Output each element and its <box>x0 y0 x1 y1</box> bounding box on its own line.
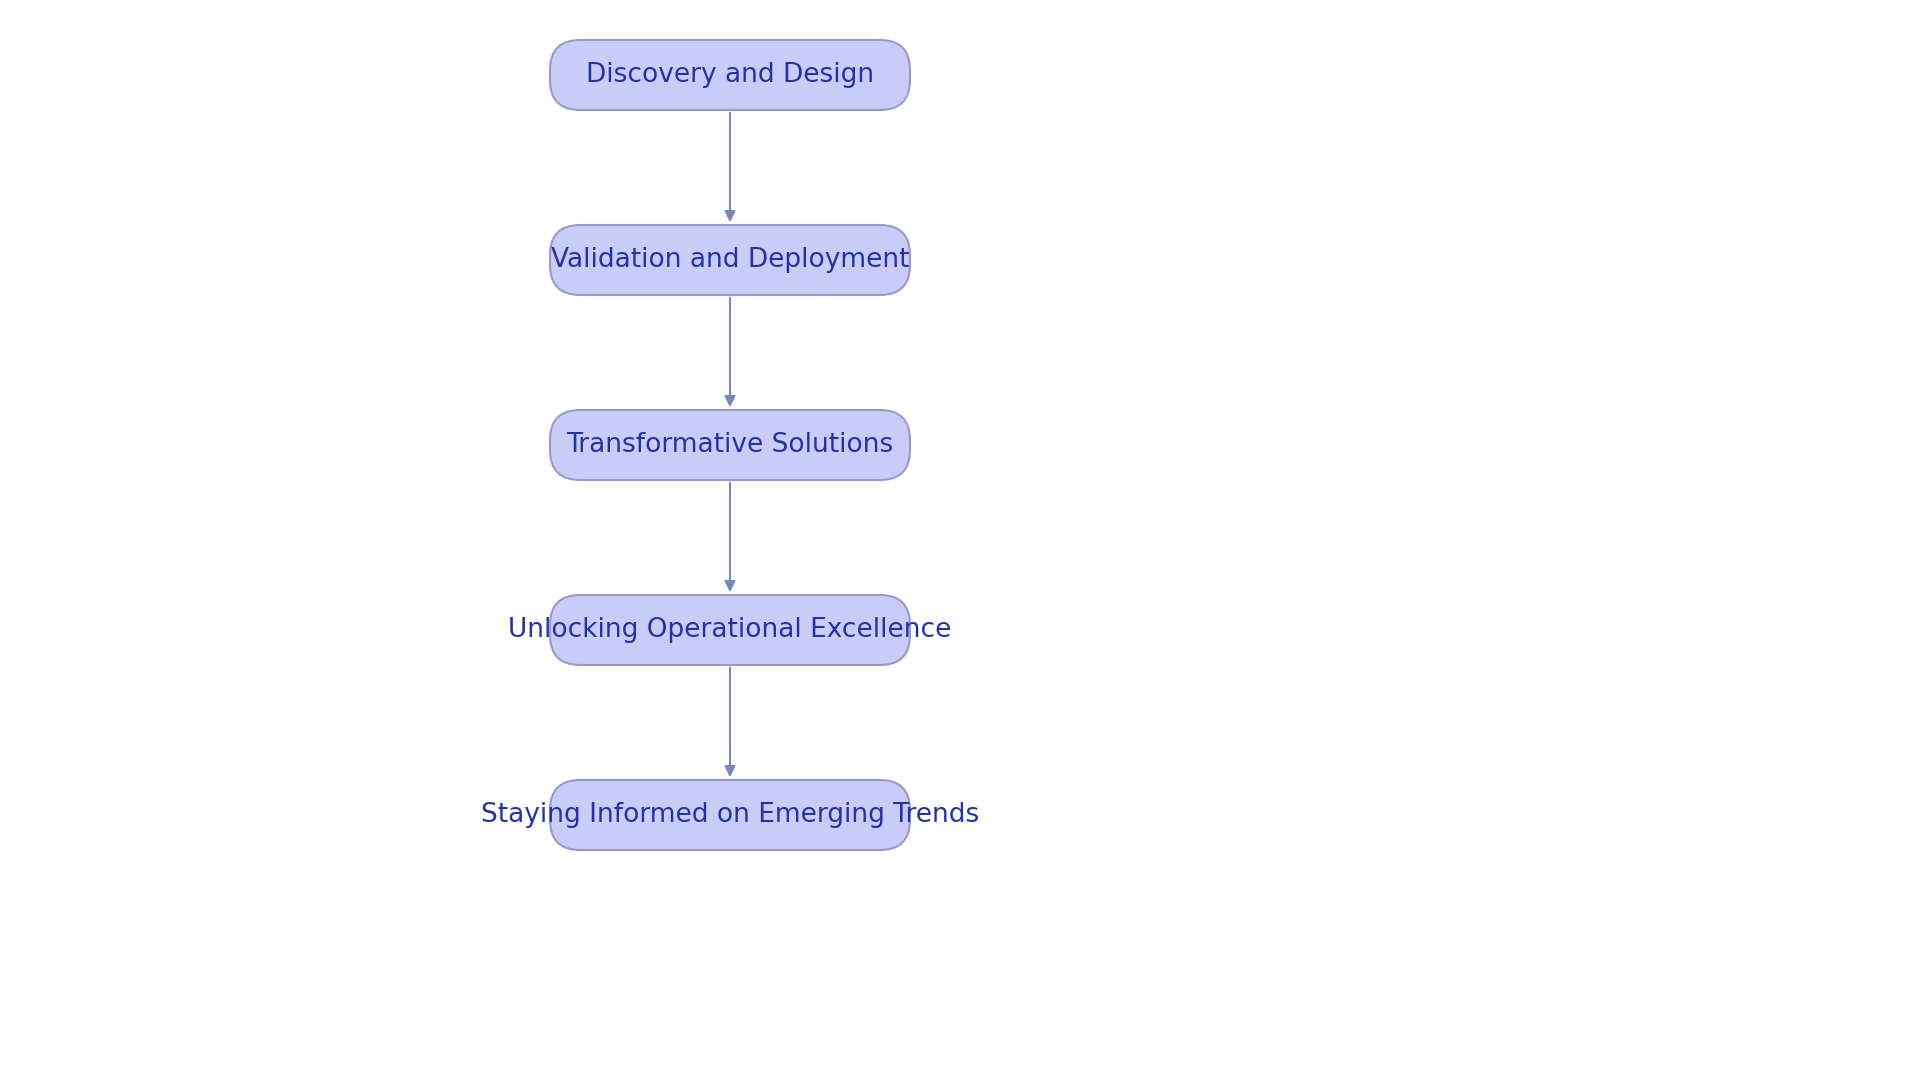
FancyBboxPatch shape <box>549 410 910 480</box>
Text: Unlocking Operational Excellence: Unlocking Operational Excellence <box>509 617 952 643</box>
Text: Transformative Solutions: Transformative Solutions <box>566 432 893 458</box>
FancyBboxPatch shape <box>549 595 910 665</box>
Text: Staying Informed on Emerging Trends: Staying Informed on Emerging Trends <box>480 803 979 828</box>
Text: Discovery and Design: Discovery and Design <box>586 62 874 88</box>
FancyBboxPatch shape <box>549 225 910 295</box>
Text: Validation and Deployment: Validation and Deployment <box>551 247 910 273</box>
FancyBboxPatch shape <box>549 40 910 110</box>
FancyBboxPatch shape <box>549 780 910 850</box>
